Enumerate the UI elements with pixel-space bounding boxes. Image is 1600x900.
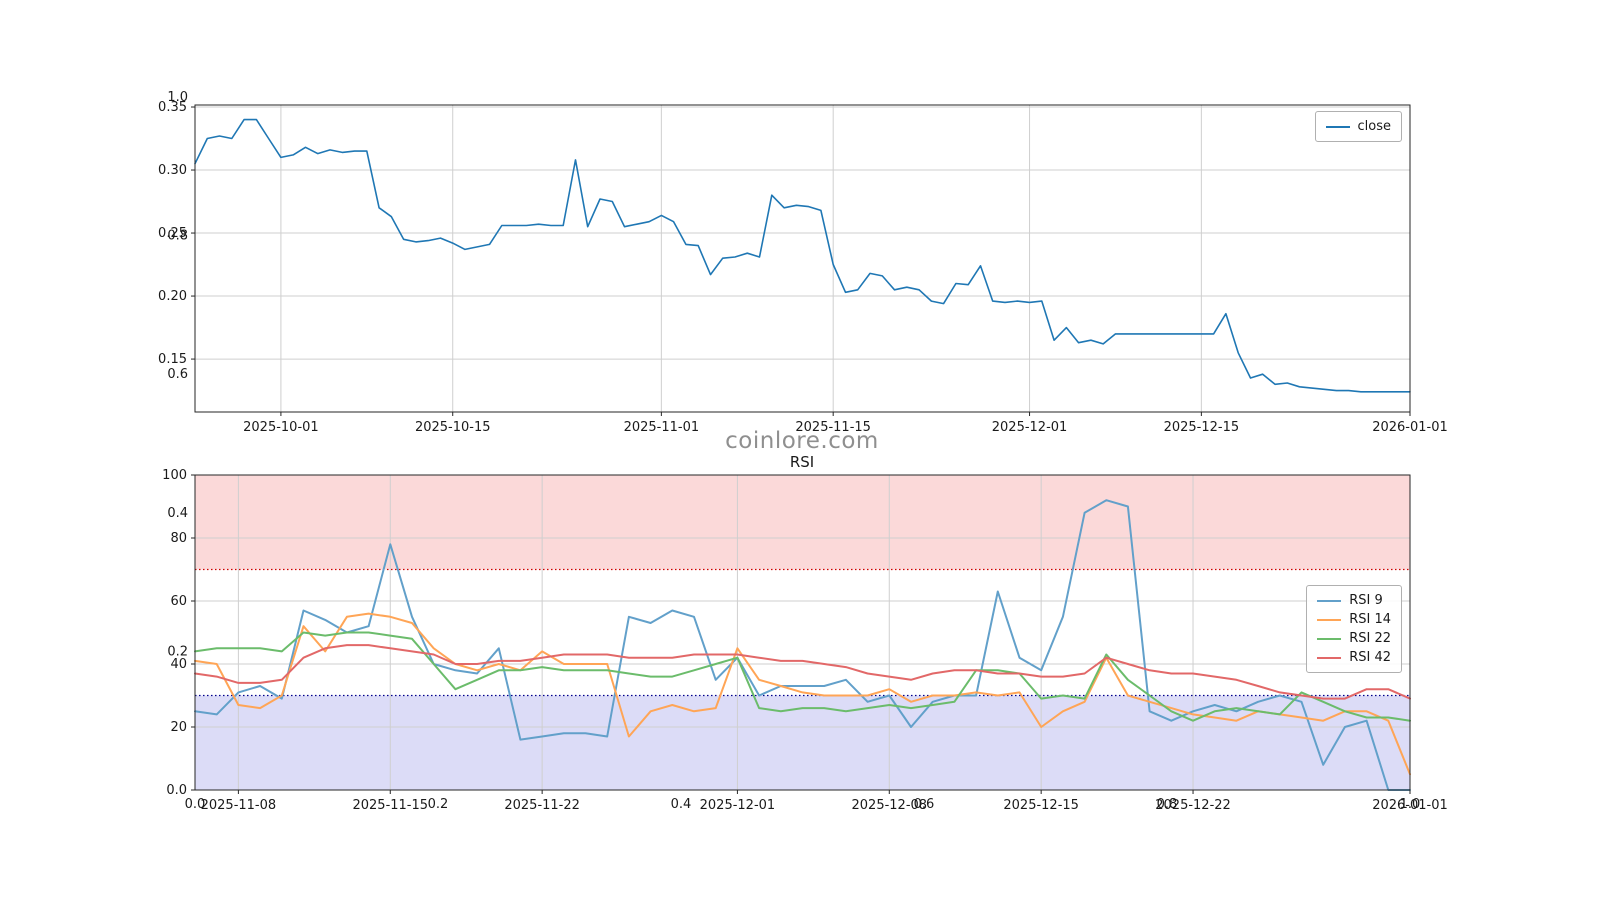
legend-row-rsi-9: RSI 9: [1317, 591, 1391, 610]
x-tick-label: 2025-11-15: [795, 420, 871, 435]
plot-frame: [194, 474, 1411, 791]
y-tick-label: 0.30: [158, 163, 187, 178]
rsi-42-line-swatch: [1317, 656, 1342, 659]
twin-x-tick-label: 0.8: [1157, 797, 1178, 812]
y-tick-label: 0.20: [158, 289, 187, 304]
plot-frame: [194, 104, 1411, 413]
x-tick-label: 2025-11-15: [352, 798, 428, 813]
line-close: [194, 118, 1411, 393]
x-tick-label: 2025-12-01: [992, 420, 1068, 435]
close-legend-label: close: [1357, 119, 1391, 134]
overbought-band: [195, 475, 1410, 570]
rsi-22-legend-label: RSI 22: [1349, 631, 1391, 646]
twin-x-tick-label: 1.0: [1400, 797, 1421, 812]
y-tick-label: 0.35: [158, 100, 187, 115]
x-tick-label: 2025-12-08: [852, 798, 928, 813]
twin-y-tick-label: 0.8: [167, 229, 188, 244]
twin-y-tick-label: 1.0: [167, 90, 188, 105]
line-rsi-9: [194, 499, 1411, 791]
rsi-22-line-swatch: [1317, 637, 1342, 640]
line-rsi-14: [194, 612, 1411, 776]
legend-row-close: close: [1325, 117, 1391, 136]
rsi-14-line-swatch: [1317, 618, 1342, 621]
x-tick-label: 2025-12-01: [700, 798, 776, 813]
x-tick-label: 2025-11-01: [624, 420, 700, 435]
line-rsi-22: [194, 631, 1411, 722]
x-tick-label: 2026-01-01: [1372, 798, 1448, 813]
y-tick-label: 40: [170, 657, 187, 672]
y-tick-label: 100: [162, 468, 187, 483]
line-rsi-42: [194, 644, 1411, 700]
x-tick-label: 2025-10-01: [243, 420, 319, 435]
rsi-legend: RSI 9 RSI 14 RSI 22 RSI 42: [1306, 585, 1402, 673]
x-tick-label: 2025-11-22: [504, 798, 580, 813]
twin-x-tick-label: 0.4: [671, 797, 692, 812]
legend-row-rsi-14: RSI 14: [1317, 610, 1391, 629]
twin-x-tick-label: 0.6: [914, 797, 935, 812]
x-tick-label: 2025-12-15: [1164, 420, 1240, 435]
x-tick-label: 2025-12-15: [1003, 798, 1079, 813]
y-tick-label: 0.15: [158, 352, 187, 367]
twin-x-tick-label: 0.2: [428, 797, 449, 812]
close-legend: close: [1314, 111, 1402, 142]
watermark: coinlore.com: [725, 428, 879, 454]
rsi-42-legend-label: RSI 42: [1349, 650, 1391, 665]
y-tick-label: 0.0: [166, 783, 187, 798]
twin-y-tick-label: 0.6: [167, 367, 188, 382]
rsi-9-line-swatch: [1317, 599, 1342, 602]
twin-y-tick-label: 0.2: [167, 644, 188, 659]
x-tick-label: 2025-12-22: [1155, 798, 1231, 813]
rsi-14-legend-label: RSI 14: [1349, 612, 1391, 627]
y-tick-label: 0.25: [158, 226, 187, 241]
y-tick-label: 80: [170, 531, 187, 546]
rsi-9-legend-label: RSI 9: [1349, 593, 1383, 608]
x-tick-label: 2025-11-08: [201, 798, 277, 813]
twin-y-tick-label: 0.4: [167, 506, 188, 521]
legend-row-rsi-22: RSI 22: [1317, 629, 1391, 648]
rsi-chart-title: RSI: [789, 453, 815, 471]
x-tick-label: 2025-10-15: [415, 420, 491, 435]
x-tick-label: 2026-01-01: [1372, 420, 1448, 435]
y-tick-label: 20: [170, 720, 187, 735]
y-tick-label: 60: [170, 594, 187, 609]
twin-x-tick-label: 0.0: [185, 797, 206, 812]
close-line-swatch: [1325, 125, 1350, 128]
legend-row-rsi-42: RSI 42: [1317, 648, 1391, 667]
oversold-band: [195, 695, 1410, 790]
